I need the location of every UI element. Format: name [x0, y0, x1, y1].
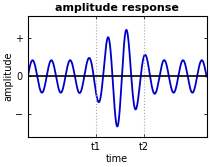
- X-axis label: time: time: [106, 153, 128, 163]
- Y-axis label: amplitude: amplitude: [4, 52, 13, 101]
- Title: amplitude response: amplitude response: [55, 4, 179, 14]
